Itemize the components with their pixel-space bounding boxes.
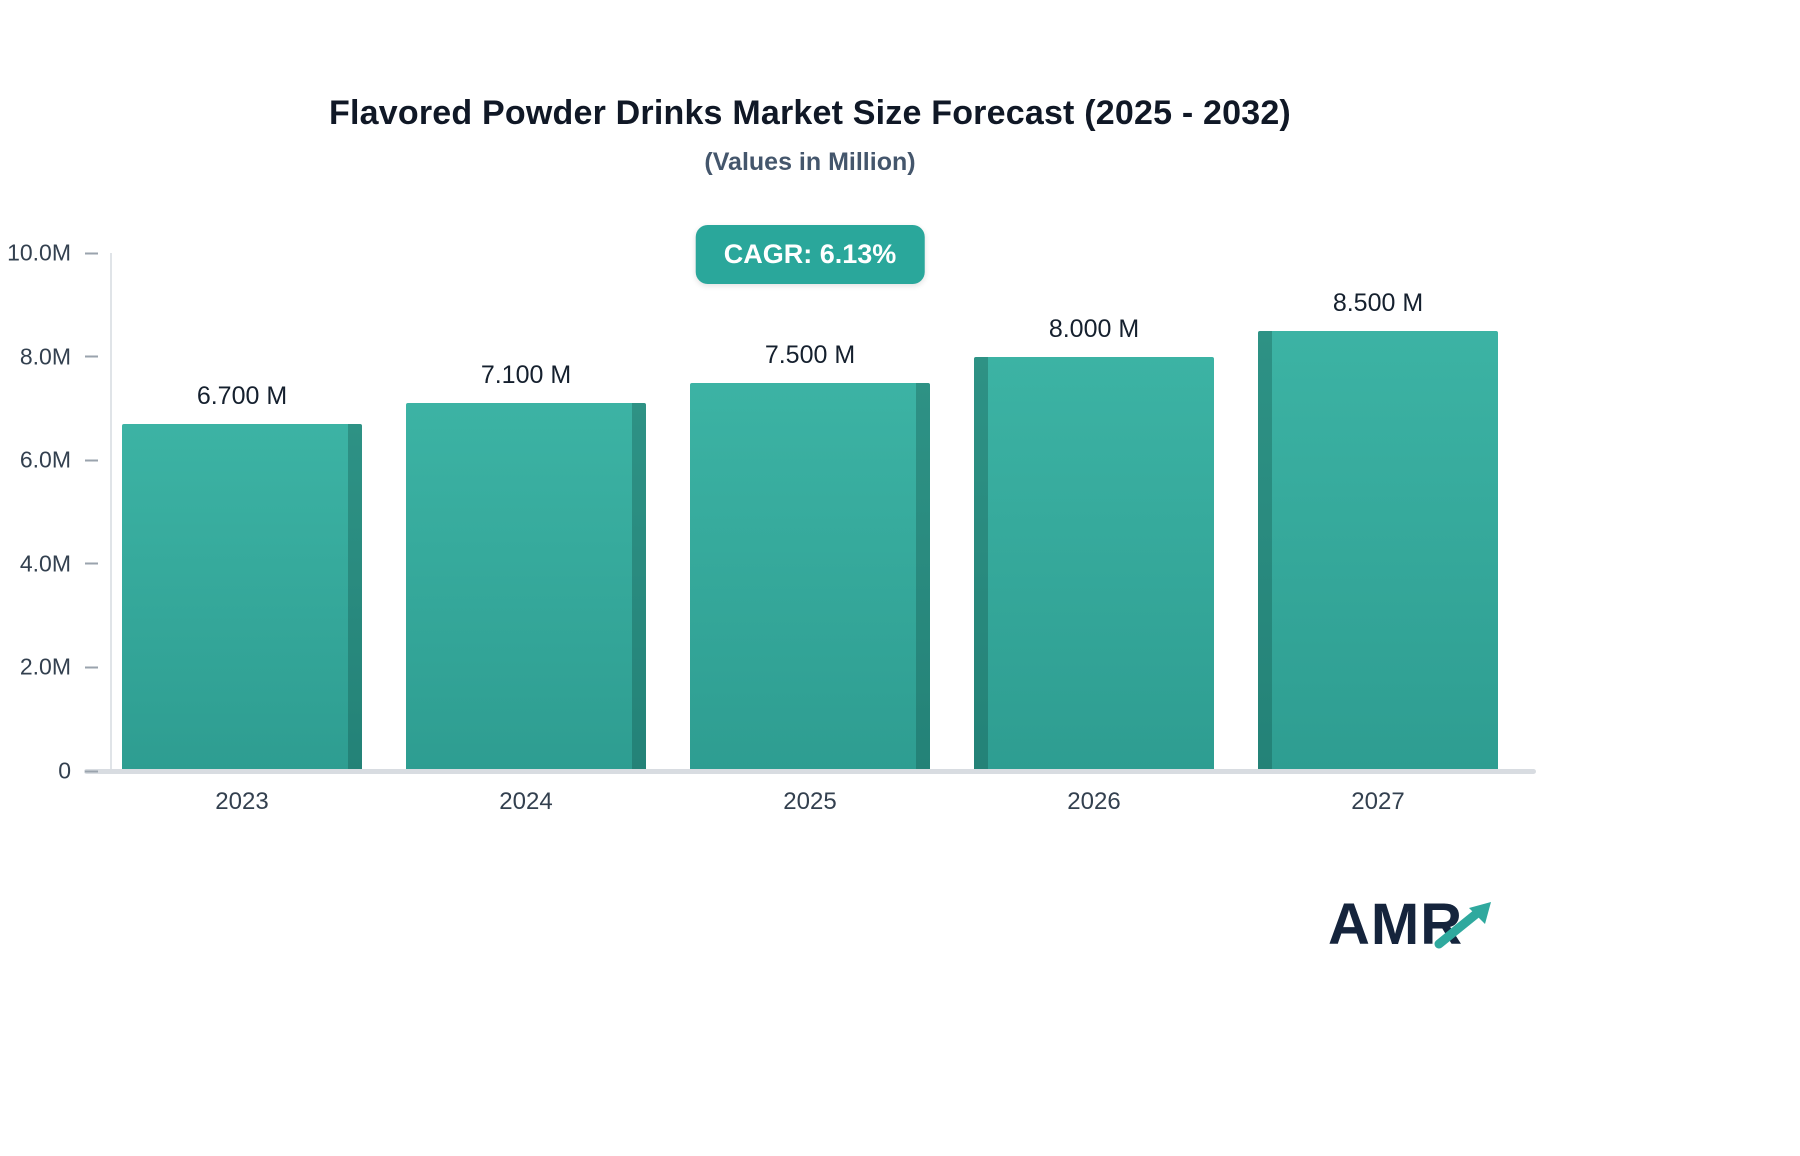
bar — [1258, 330, 1498, 772]
y-axis-tick: 6.0M — [20, 447, 98, 474]
x-axis-label: 2023 — [215, 788, 269, 815]
chart-subtitle: (Values in Million) — [704, 148, 916, 176]
y-axis-line — [110, 253, 112, 771]
bar-value-label: 8.500 M — [1332, 288, 1424, 317]
y-axis-tick: 2.0M — [20, 654, 98, 681]
bar — [974, 356, 1214, 772]
bar-column: 6.700 M — [122, 253, 362, 772]
x-axis-label: 2024 — [499, 788, 553, 815]
cagr-badge: CAGR: 6.13% — [695, 225, 925, 284]
bar-value-label: 7.100 M — [480, 361, 572, 390]
growth-arrow-icon — [1434, 902, 1492, 949]
bars: 6.700 M 7.100 M 7.500 M 8.000 M 8.500 M — [110, 253, 1510, 772]
y-axis-tick-label: 2.0M — [19, 653, 71, 680]
y-axis-tick: 10.0M — [7, 240, 98, 267]
y-axis-tick-label: 4.0M — [19, 550, 71, 577]
bar-column: 7.100 M — [406, 253, 646, 771]
y-axis-tick-mark — [85, 459, 98, 462]
bar-column: 7.500 M — [690, 253, 930, 771]
y-axis-tick-label: 8.0M — [19, 343, 71, 370]
bar-column: 8.500 M — [1258, 253, 1498, 772]
bar-value-label: 8.000 M — [1048, 314, 1140, 343]
y-axis-tick-mark — [85, 562, 98, 565]
x-axis-label: 2026 — [1067, 788, 1121, 815]
y-axis-tick-mark — [85, 666, 98, 669]
y-axis-tick-mark — [85, 770, 98, 772]
x-axis-line — [84, 769, 1536, 774]
x-axis-labels: 2023 2024 2025 2026 2027 — [110, 788, 1510, 816]
y-axis-tick: 0 — [58, 758, 98, 785]
y-axis-tick: 4.0M — [20, 550, 98, 577]
y-axis-tick-mark — [85, 355, 98, 358]
bar — [690, 382, 930, 771]
y-axis-tick-label: 6.0M — [19, 446, 71, 473]
bar-column: 8.000 M — [974, 253, 1214, 772]
y-axis-tick-mark — [85, 252, 98, 254]
y-axis-tick-label: 10.0M — [7, 239, 71, 266]
bar-value-label: 6.700 M — [196, 381, 288, 410]
x-axis-label: 2025 — [783, 788, 837, 815]
bar — [406, 403, 646, 771]
brand-logo: AMR — [1328, 894, 1499, 954]
y-axis-tick-label: 0 — [58, 757, 71, 784]
y-axis-tick: 8.0M — [20, 343, 98, 370]
bar-value-label: 7.500 M — [764, 340, 856, 369]
plot-area: 6.700 M 7.100 M 7.500 M 8.000 M 8.500 M 10.0… — [7, 240, 1536, 784]
chart-title: Flavored Powder Drinks Market Size Forec… — [329, 94, 1291, 132]
x-axis-label: 2027 — [1351, 788, 1405, 815]
bar — [122, 423, 362, 772]
